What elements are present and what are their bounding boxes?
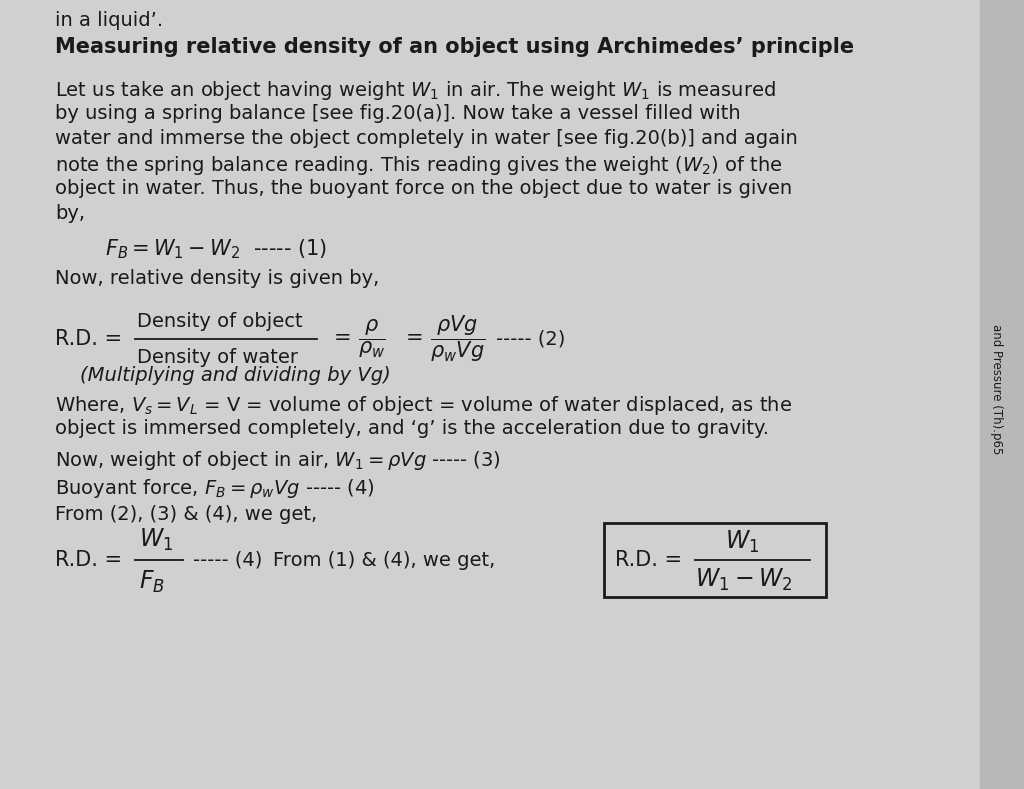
- Text: Now, relative density is given by,: Now, relative density is given by,: [55, 269, 379, 288]
- Text: Now, weight of object in air, $W_1 = \rho Vg$ ----- (3): Now, weight of object in air, $W_1 = \rh…: [55, 449, 501, 472]
- Text: ----- (2): ----- (2): [496, 330, 565, 349]
- Text: object in water. Thus, the buoyant force on the object due to water is given: object in water. Thus, the buoyant force…: [55, 179, 793, 198]
- Text: $W_1 - W_2$: $W_1 - W_2$: [695, 567, 793, 593]
- Text: R.D. =: R.D. =: [55, 550, 122, 570]
- Text: Measuring relative density of an object using Archimedes’ principle: Measuring relative density of an object …: [55, 37, 854, 57]
- Text: Let us take an object having weight $W_1$ in air. The weight $W_1$ is measured: Let us take an object having weight $W_1…: [55, 79, 776, 102]
- Text: note the spring balance reading. This reading gives the weight ($W_2$) of the: note the spring balance reading. This re…: [55, 154, 782, 177]
- Text: Where, $V_s = V_L$ = V = volume of object = volume of water displaced, as the: Where, $V_s = V_L$ = V = volume of objec…: [55, 394, 793, 417]
- Text: $W_1$: $W_1$: [139, 527, 173, 553]
- Text: ----- (4): ----- (4): [193, 551, 262, 570]
- Text: Density of object: Density of object: [137, 312, 303, 331]
- Bar: [980, 0, 1024, 789]
- Text: R.D. =: R.D. =: [615, 550, 682, 570]
- Text: $F_B$: $F_B$: [139, 569, 165, 595]
- Text: Density of water: Density of water: [137, 347, 298, 367]
- FancyBboxPatch shape: [604, 523, 826, 597]
- Text: by using a spring balance [see fig.20(a)]. Now take a vessel filled with: by using a spring balance [see fig.20(a)…: [55, 104, 740, 123]
- Text: in a liquid’.: in a liquid’.: [55, 11, 163, 30]
- Text: $=\, \dfrac{\rho Vg}{\rho_w Vg}$: $=\, \dfrac{\rho Vg}{\rho_w Vg}$: [401, 314, 485, 365]
- Text: $W_1$: $W_1$: [725, 529, 759, 555]
- Text: (Multiplying and dividing by Vg): (Multiplying and dividing by Vg): [80, 366, 391, 385]
- Text: $F_B = W_1 - W_2$  ----- (1): $F_B = W_1 - W_2$ ----- (1): [105, 237, 328, 260]
- Text: R.D. =: R.D. =: [55, 329, 122, 349]
- Text: by,: by,: [55, 204, 85, 223]
- Text: object is immersed completely, and ‘g’ is the acceleration due to gravity.: object is immersed completely, and ‘g’ i…: [55, 419, 769, 438]
- Text: and Pressure (Th).p65: and Pressure (Th).p65: [990, 323, 1004, 454]
- Text: water and immerse the object completely in water [see fig.20(b)] and again: water and immerse the object completely …: [55, 129, 798, 148]
- Text: $=\, \dfrac{\rho}{\rho_w}$: $=\, \dfrac{\rho}{\rho_w}$: [329, 318, 386, 361]
- Text: Buoyant force, $F_B = \rho_w Vg$ ----- (4): Buoyant force, $F_B = \rho_w Vg$ ----- (…: [55, 477, 375, 500]
- Text: From (1) & (4), we get,: From (1) & (4), we get,: [273, 551, 496, 570]
- Text: From (2), (3) & (4), we get,: From (2), (3) & (4), we get,: [55, 505, 317, 524]
